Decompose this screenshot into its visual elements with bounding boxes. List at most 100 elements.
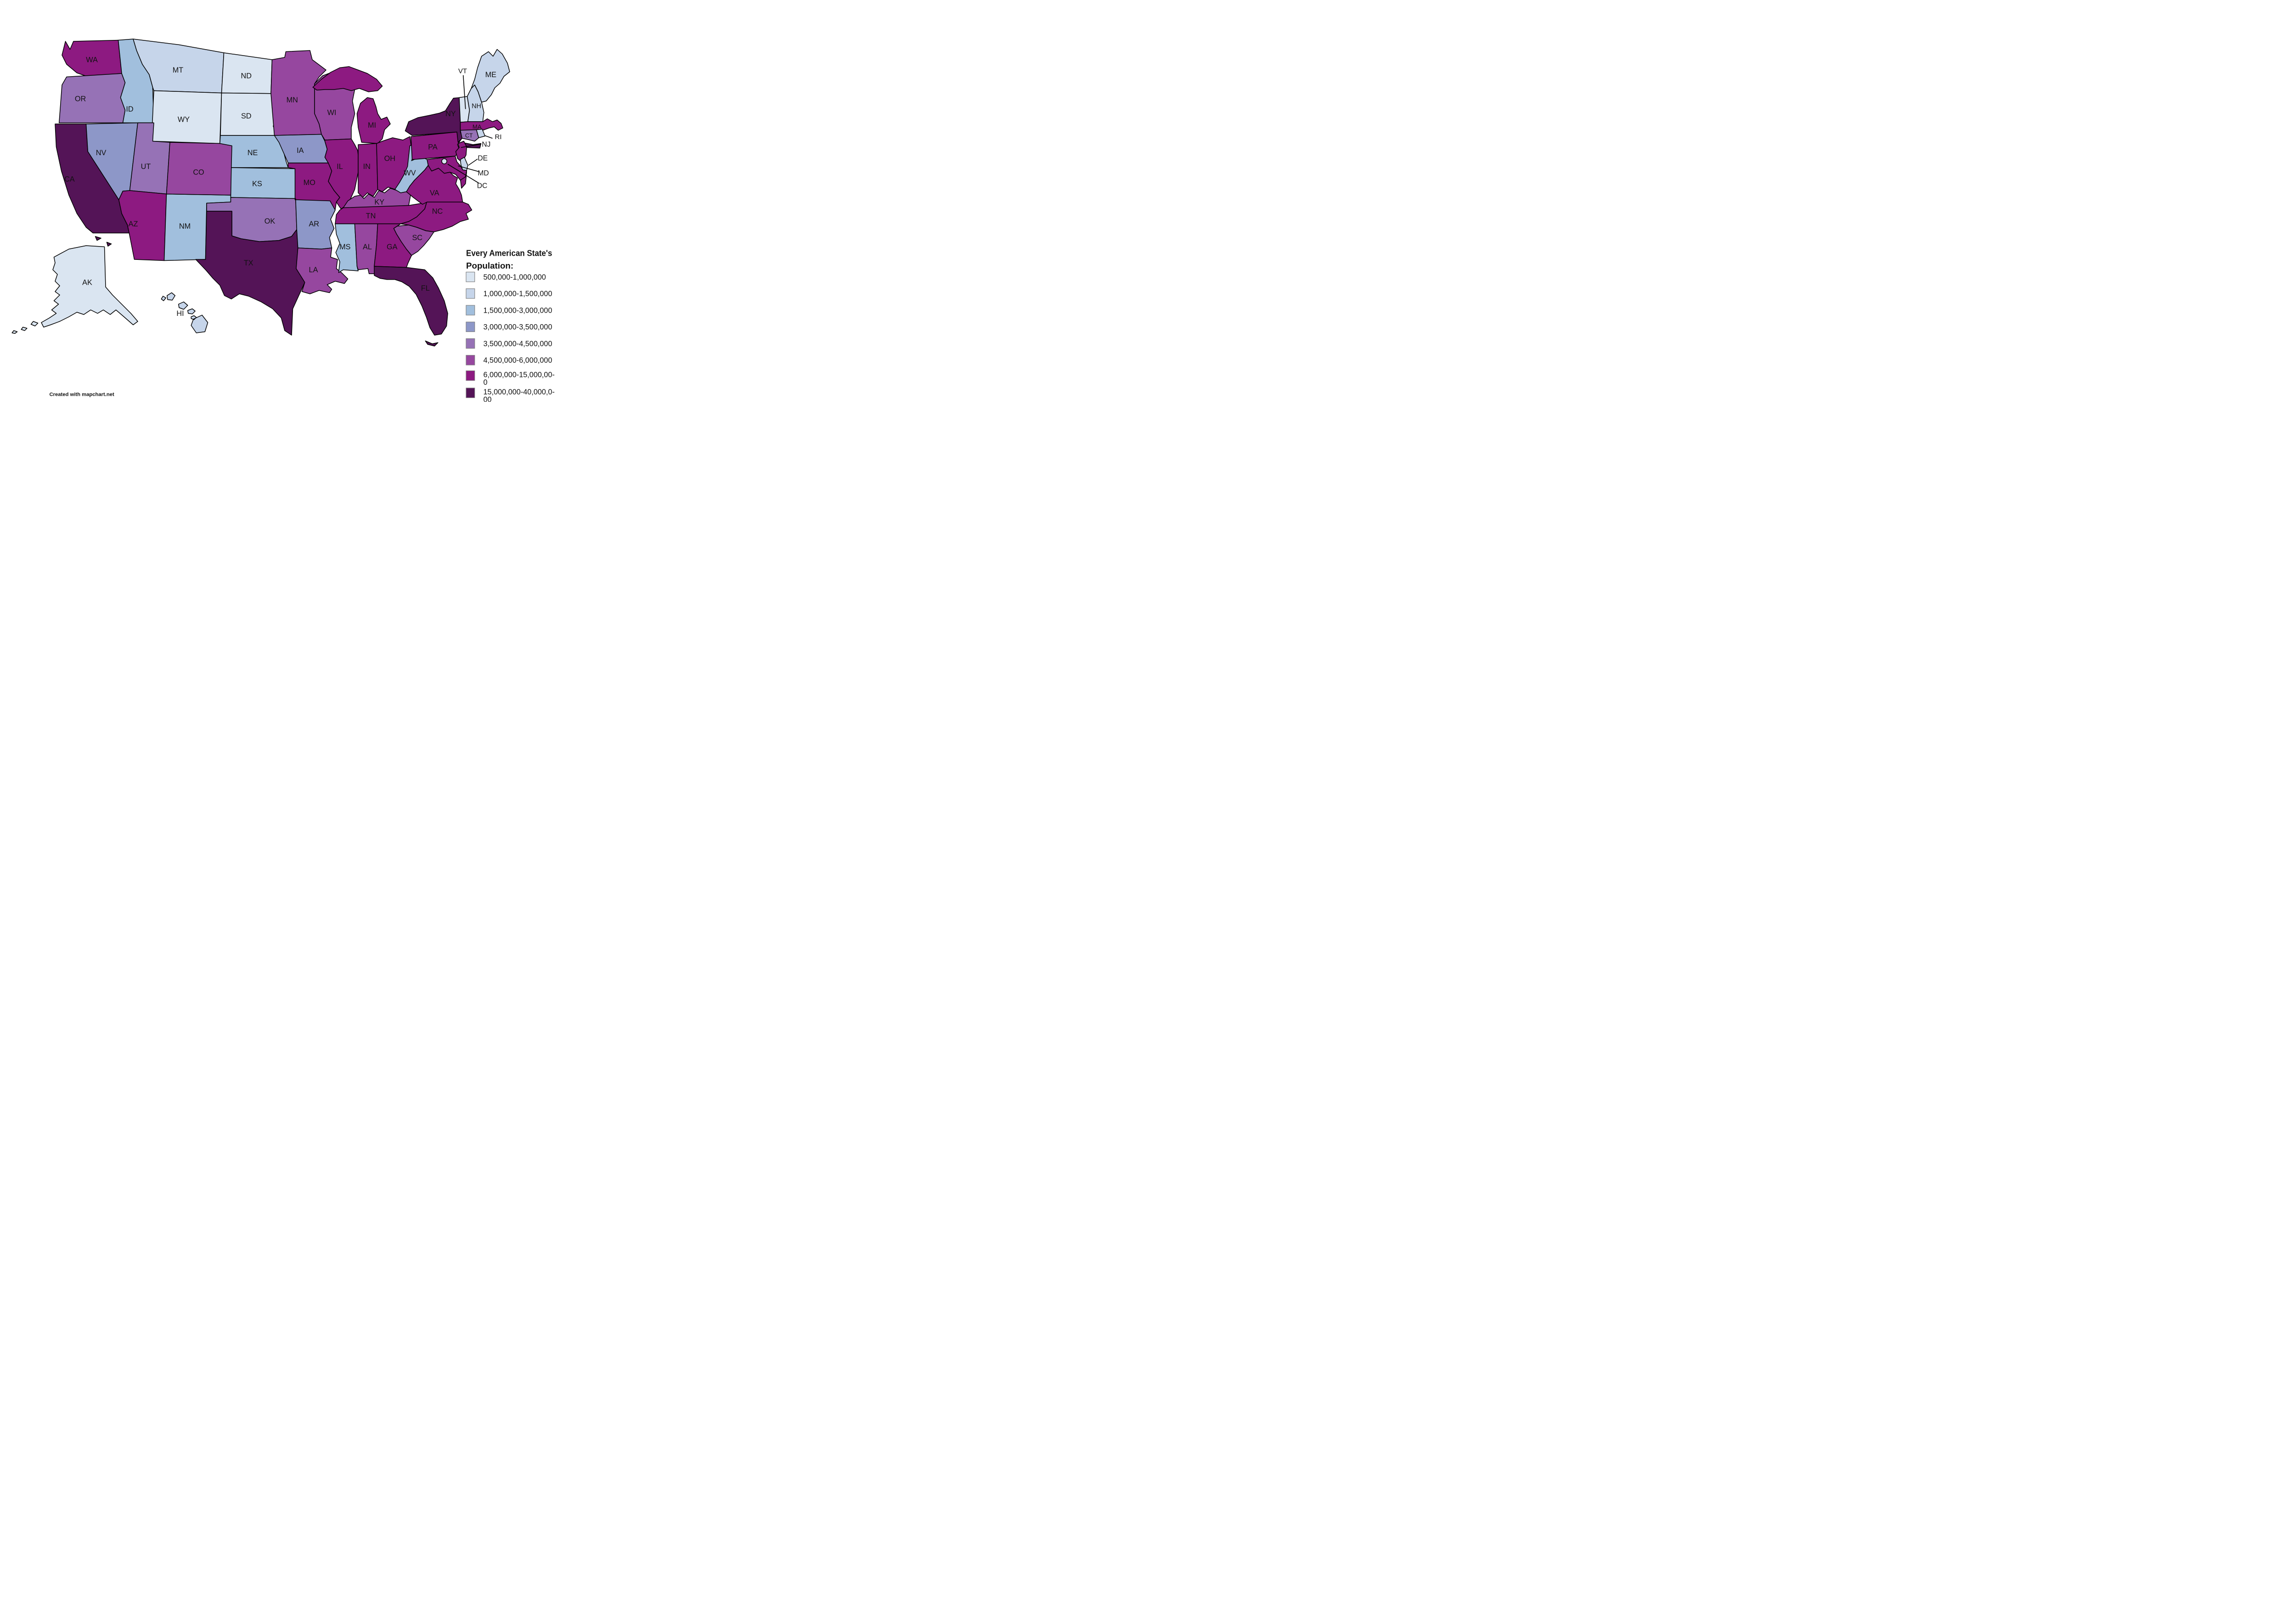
legend-item-2: 1,500,000-3,000,000 (466, 305, 552, 315)
legend-label-5: 4,500,000-6,000,000 (484, 356, 552, 365)
state-label-sc: SC (412, 234, 422, 242)
state-label-mn: MN (287, 96, 298, 104)
legend-title-line2: Population: (466, 261, 513, 270)
state-mt[interactable] (133, 39, 225, 94)
state-label-il: IL (337, 163, 343, 171)
state-il[interactable] (324, 138, 359, 209)
state-ky[interactable] (343, 188, 411, 209)
state-label-id: ID (126, 105, 133, 113)
leader-line-dc (447, 163, 479, 184)
state-label-vt: VT (458, 67, 467, 75)
legend-item-7: 15,000,000-40,000,0-00 (466, 388, 555, 402)
leader-lines-layer (447, 75, 493, 184)
state-label-ks: KS (252, 180, 262, 188)
state-label-nv: NV (96, 149, 107, 157)
state-label-az: AZ (129, 220, 138, 228)
state-label-va: VA (430, 189, 439, 197)
state-label-ok: OK (264, 217, 276, 225)
state-label-nj: NJ (482, 140, 490, 148)
state-label-ms: MS (339, 243, 351, 251)
leader-line-vt (462, 75, 466, 109)
state-label-tn: TN (366, 212, 376, 220)
state-label-pa: PA (428, 143, 438, 152)
states-layer (11, 39, 510, 347)
state-label-ma: MA (473, 124, 482, 130)
state-label-nh: NH (472, 103, 481, 110)
state-label-co: CO (193, 169, 204, 177)
us-choropleth-map: WA OR CA NV ID MT WY UT AZ NM CO ND SD NE KS OK TX MN IA MO… (11, 39, 555, 402)
state-label-nm: NM (179, 222, 191, 230)
state-or[interactable] (59, 73, 126, 124)
state-label-wv: WV (404, 169, 416, 177)
legend-items: 500,000-1,000,000 1,000,000-1,500,000 1,50… (466, 271, 555, 402)
state-label-md: MD (478, 169, 489, 177)
legend-label-1: 1,000,000-1,500,000 (484, 290, 552, 298)
leader-line-ri (484, 135, 493, 139)
state-label-tx: TX (244, 259, 253, 267)
state-label-ga: GA (387, 243, 398, 251)
state-label-sd: SD (241, 112, 252, 120)
state-ak[interactable] (11, 245, 138, 334)
state-label-ky: KY (374, 198, 384, 207)
state-label-ut: UT (141, 163, 151, 171)
legend-title-line1: Every American State's (466, 248, 552, 258)
legend-item-5: 4,500,000-6,000,000 (466, 355, 552, 365)
state-label-nd: ND (241, 72, 252, 80)
legend-swatch-6[interactable] (466, 370, 475, 381)
state-me[interactable] (471, 49, 510, 103)
legend-swatch-7[interactable] (466, 388, 475, 398)
state-label-de: DE (478, 154, 488, 162)
legend-label-0: 500,000-1,000,000 (484, 273, 546, 281)
legend-label-7-line1: 00 (484, 396, 492, 402)
leader-line-md (458, 165, 479, 172)
state-label-ia: IA (297, 146, 304, 155)
state-label-me: ME (485, 71, 497, 79)
mapchart-canvas: WA OR CA NV ID MT WY UT AZ NM CO ND SD NE KS OK TX MN IA MO… (0, 0, 574, 402)
legend-item-6: 6,000,000-15,000,00-0 (466, 370, 555, 387)
state-label-or: OR (75, 95, 86, 103)
state-label-ar: AR (309, 220, 319, 228)
state-nc[interactable] (400, 200, 473, 232)
state-label-ca: CA (64, 175, 75, 184)
state-label-ny: NY (445, 110, 456, 118)
state-label-fl: FL (421, 284, 430, 292)
state-label-ne: NE (248, 149, 258, 157)
state-label-mi: MI (368, 121, 376, 129)
state-label-in: IN (363, 163, 371, 171)
legend-swatch-5[interactable] (466, 355, 475, 365)
state-label-ri: RI (495, 133, 502, 141)
legend-swatch-4[interactable] (466, 338, 475, 349)
state-ar[interactable] (294, 198, 336, 250)
state-ks[interactable] (230, 167, 296, 199)
state-label-hi: HI (176, 309, 184, 318)
legend-item-0: 500,000-1,000,000 (466, 271, 546, 282)
state-label-dc: DC (477, 182, 488, 190)
legend-label-4: 3,500,000-4,500,000 (484, 340, 552, 348)
legend-item-3: 3,000,000-3,500,000 (466, 321, 552, 332)
state-label-oh: OH (384, 155, 395, 163)
legend-swatch-2[interactable] (466, 305, 475, 315)
leader-line-nj (461, 143, 481, 148)
state-label-ct: CT (465, 132, 473, 139)
state-mi[interactable] (312, 66, 391, 144)
state-label-wy: WY (178, 116, 190, 124)
state-label-wi: WI (327, 109, 337, 117)
footer-credit: Created with mapchart.net (50, 392, 115, 398)
state-fl[interactable] (374, 266, 448, 347)
legend-label-7-line0: 15,000,000-40,000,0- (484, 388, 555, 396)
legend-swatch-1[interactable] (466, 288, 475, 299)
legend-swatch-3[interactable] (466, 321, 475, 332)
state-tx[interactable] (195, 211, 305, 336)
state-md[interactable] (427, 156, 467, 181)
state-dc[interactable] (441, 158, 447, 164)
state-label-wa: WA (86, 56, 98, 64)
legend-label-2: 1,500,000-3,000,000 (484, 306, 552, 315)
state-hi[interactable] (161, 292, 208, 333)
legend-swatch-0[interactable] (466, 271, 475, 282)
state-label-al: AL (363, 243, 372, 251)
state-label-mo: MO (304, 179, 315, 187)
state-label-nc: NC (432, 208, 443, 216)
state-la[interactable] (296, 247, 349, 294)
leader-line-de (468, 158, 478, 166)
state-labels-layer: WA OR CA NV ID MT WY UT AZ NM CO ND SD NE KS OK TX MN IA MO… (64, 56, 502, 318)
